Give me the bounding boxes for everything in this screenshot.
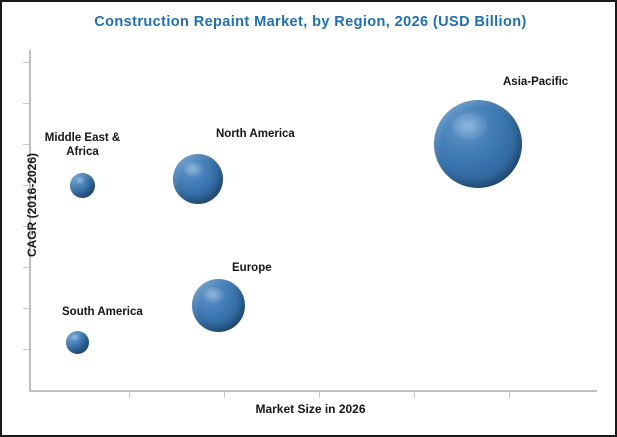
- bubble-south-america[interactable]: [66, 331, 89, 354]
- bubble-label-europe: Europe: [232, 262, 272, 274]
- x-axis-title: Market Size in 2026: [255, 402, 366, 416]
- x-axis-tick: [509, 392, 510, 398]
- y-axis-tick: [23, 308, 29, 309]
- x-axis-tick: [414, 392, 415, 398]
- bubble-label-middle-east-africa: Middle East & Africa: [44, 132, 121, 159]
- bubble-north-america[interactable]: [173, 154, 223, 204]
- bubble-label-south-america: South America: [62, 306, 143, 318]
- y-axis-tick: [23, 226, 29, 227]
- y-axis-tick: [23, 267, 29, 268]
- y-axis-tick: [23, 349, 29, 350]
- bubble-europe[interactable]: [192, 279, 245, 332]
- y-axis-tick: [23, 62, 29, 63]
- y-axis-line: [29, 50, 31, 392]
- y-axis-tick: [23, 144, 29, 145]
- x-axis-tick: [129, 392, 130, 398]
- y-axis-tick: [23, 185, 29, 186]
- x-axis-tick: [224, 392, 225, 398]
- bubble-label-north-america: North America: [216, 128, 295, 140]
- bubble-asia-pacific[interactable]: [434, 100, 522, 188]
- bubble-label-asia-pacific: Asia-Pacific: [503, 76, 569, 88]
- chart-title: Construction Repaint Market, by Region, …: [94, 14, 527, 30]
- x-axis-tick: [319, 392, 320, 398]
- y-axis-tick: [23, 103, 29, 104]
- bubble-middle-east-africa[interactable]: [70, 173, 95, 198]
- x-axis-line: [29, 390, 597, 392]
